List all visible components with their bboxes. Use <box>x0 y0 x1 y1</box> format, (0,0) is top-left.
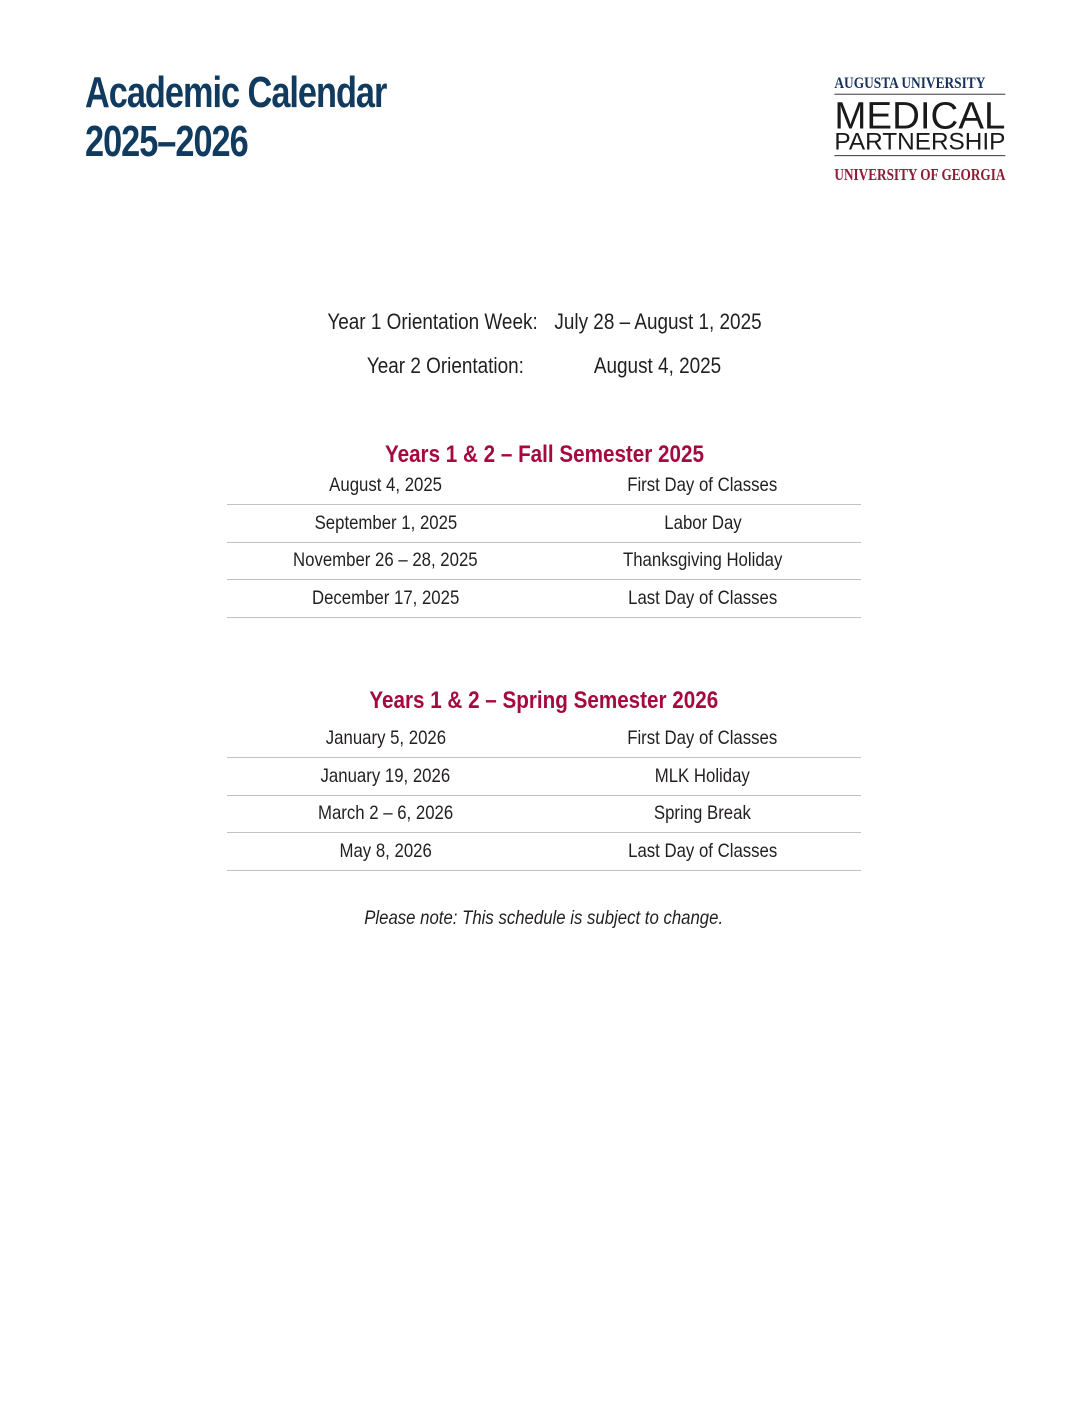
svg-text:UNIVERSITY OF GEORGIA: UNIVERSITY OF GEORGIA <box>834 165 1006 184</box>
svg-text:AUGUSTA UNIVERSITY: AUGUSTA UNIVERSITY <box>834 75 985 92</box>
svg-text:PARTNERSHIP: PARTNERSHIP <box>834 129 1005 156</box>
